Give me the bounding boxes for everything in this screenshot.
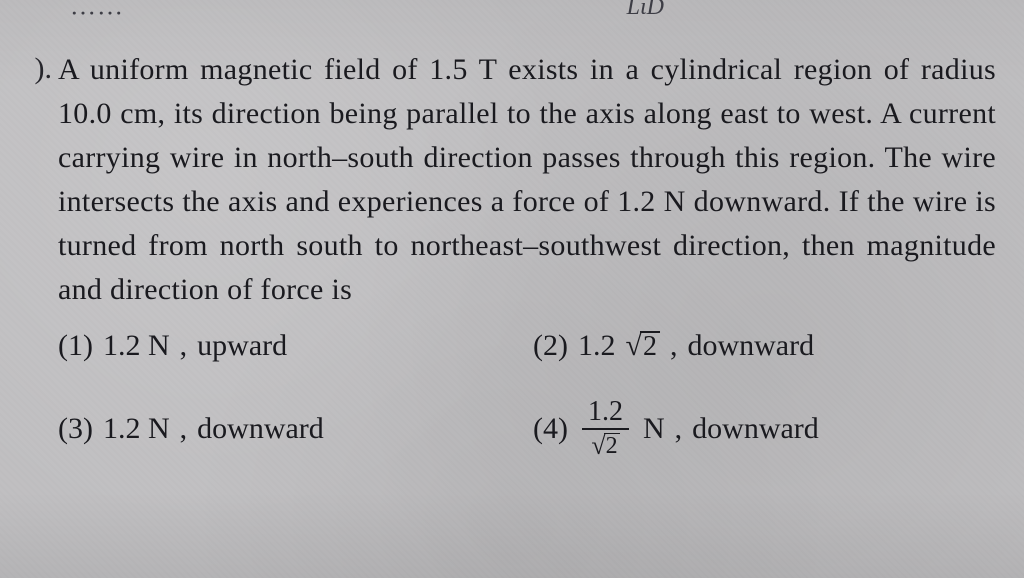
option-unit: N (643, 409, 665, 449)
sqrt-expr: √2 (625, 331, 659, 361)
fraction-denominator: √2 (582, 430, 629, 460)
sqrt-expr: √2 (591, 433, 619, 459)
option-4: (4) 1.2 √2 N, downward (533, 398, 996, 460)
sqrt-argument: 2 (604, 433, 620, 458)
question-number: ). (18, 48, 58, 90)
option-value: 1.2 N (103, 409, 170, 449)
option-label: (1) (58, 326, 93, 366)
option-3: (3) 1.2 N, downward (58, 398, 521, 460)
fraction: 1.2 √2 (582, 398, 629, 460)
fragment-top-right: LιD (627, 0, 664, 21)
option-coeff: 1.2 (578, 326, 616, 366)
question-text: A uniform magnetic field of 1.5 T exists… (58, 48, 996, 312)
option-1: (1) 1.2 N, upward (58, 326, 521, 366)
option-direction: downward (687, 326, 814, 366)
option-label: (3) (58, 409, 93, 449)
option-suffix: , (670, 326, 678, 366)
scanned-page: …… LιD ). A uniform magnetic field of 1.… (0, 0, 1024, 578)
option-direction: downward (197, 409, 324, 449)
option-label: (2) (533, 326, 568, 366)
option-label: (4) (533, 409, 568, 449)
option-2: (2) 1.2 √2, downward (533, 326, 996, 366)
option-direction: upward (197, 326, 287, 366)
sqrt-argument: 2 (640, 331, 660, 361)
option-direction: downward (692, 409, 819, 449)
fragment-top-left: …… (70, 0, 124, 21)
question-block: ). A uniform magnetic field of 1.5 T exi… (18, 48, 996, 312)
option-value: 1.2 N (103, 326, 170, 366)
fraction-numerator: 1.2 (582, 398, 629, 430)
option-suffix: , (675, 409, 683, 449)
options-grid: (1) 1.2 N, upward (2) 1.2 √2, downward (3… (58, 326, 996, 460)
